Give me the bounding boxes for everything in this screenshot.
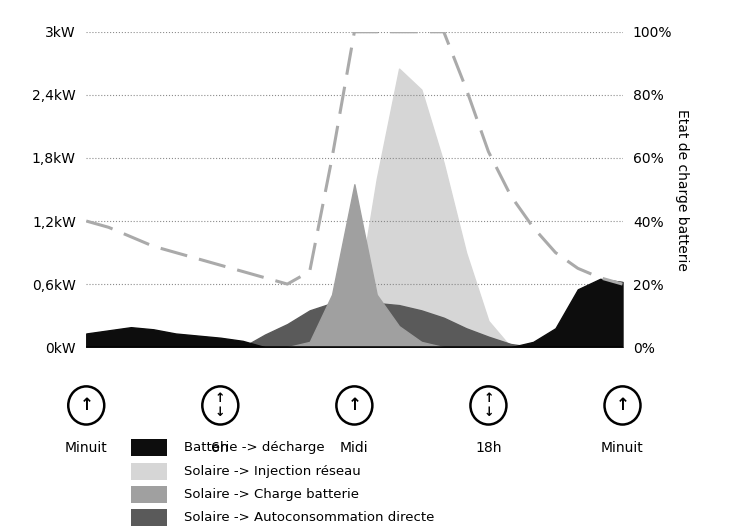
Text: ↓: ↓: [483, 407, 494, 419]
Text: Midi: Midi: [340, 441, 369, 455]
Text: ↑: ↑: [483, 392, 494, 404]
Text: ↑: ↑: [215, 392, 226, 404]
Text: ↑: ↑: [616, 396, 629, 414]
Text: Solaire -> Injection réseau: Solaire -> Injection réseau: [184, 465, 361, 478]
Text: Minuit: Minuit: [64, 441, 108, 455]
Y-axis label: Etat de charge batterie: Etat de charge batterie: [675, 109, 689, 270]
Text: 18h: 18h: [476, 441, 502, 455]
Text: Solaire -> Charge batterie: Solaire -> Charge batterie: [184, 488, 358, 501]
Text: Batterie -> décharge: Batterie -> décharge: [184, 441, 324, 454]
Text: Solaire -> Autoconsommation directe: Solaire -> Autoconsommation directe: [184, 511, 434, 524]
Text: ↑: ↑: [80, 396, 93, 414]
Text: ↓: ↓: [215, 407, 226, 419]
Text: Minuit: Minuit: [602, 441, 644, 455]
Text: 6h: 6h: [211, 441, 230, 455]
Text: ↑: ↑: [347, 396, 362, 414]
